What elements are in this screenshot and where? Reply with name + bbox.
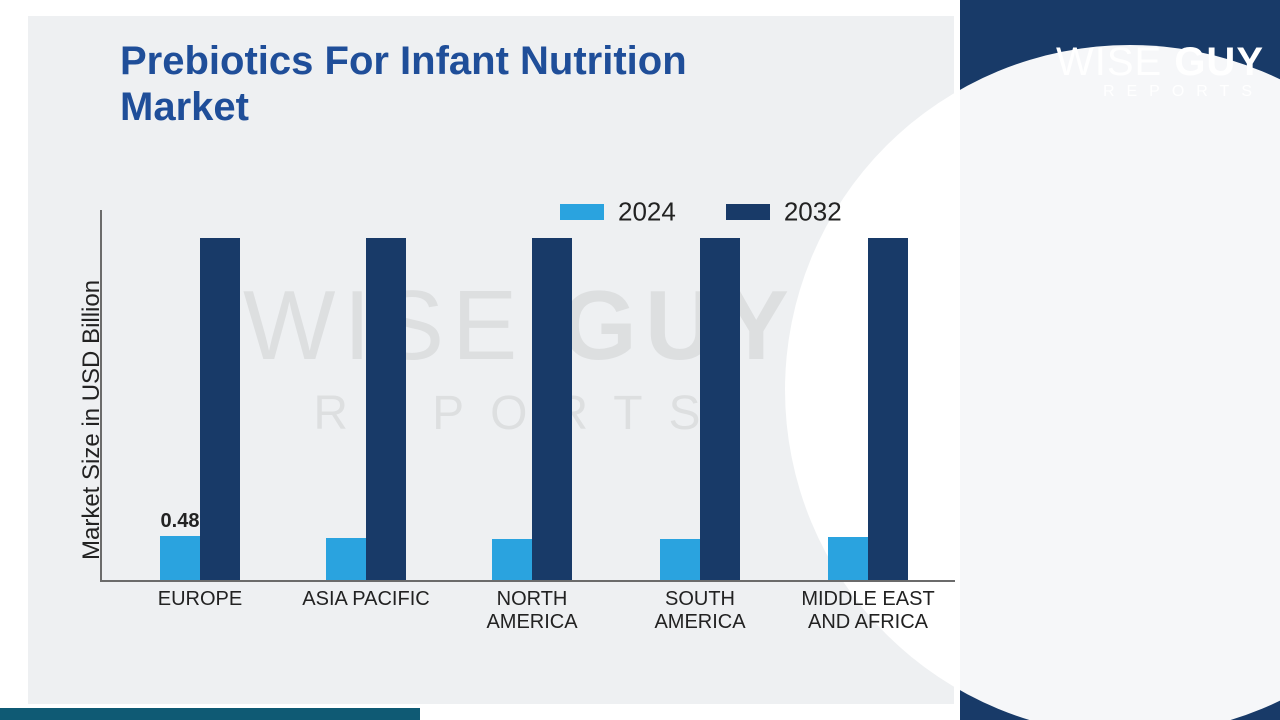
- x-axis-line: [100, 580, 955, 582]
- legend: 2024 2032: [560, 195, 842, 228]
- legend-item-2032: 2032: [726, 195, 842, 228]
- data-label-0: 0.48: [150, 510, 210, 533]
- chart-stage: WISE GUYREPORTS Prebiotics For Infant Nut…: [0, 0, 1280, 720]
- bar-2024-0: [160, 536, 200, 580]
- legend-label: 2024: [618, 197, 676, 227]
- brand-logo: WISE GUYREPORTS: [984, 40, 1264, 101]
- x-label-0: EUROPE: [130, 588, 270, 611]
- x-label-2: NORTH AMERICA: [462, 588, 602, 634]
- bar-2032-2: [532, 238, 572, 580]
- bar-2032-3: [700, 238, 740, 580]
- legend-label: 2032: [784, 197, 842, 227]
- y-axis-line: [100, 210, 102, 580]
- footer-strip: [0, 708, 420, 720]
- legend-swatch: [560, 204, 604, 220]
- bar-2024-4: [828, 537, 868, 580]
- chart-title: Prebiotics For Infant Nutrition Market: [120, 38, 770, 130]
- brand-line1: WISE GUY: [984, 40, 1264, 85]
- bar-2024-3: [660, 539, 700, 580]
- brand-line2: REPORTS: [984, 83, 1264, 101]
- legend-swatch: [726, 204, 770, 220]
- legend-item-2024: 2024: [560, 195, 676, 228]
- x-label-1: ASIA PACIFIC: [296, 588, 436, 611]
- bar-2024-2: [492, 539, 532, 580]
- x-label-4: MIDDLE EAST AND AFRICA: [798, 588, 938, 634]
- bar-2032-1: [366, 238, 406, 580]
- x-label-3: SOUTH AMERICA: [630, 588, 770, 634]
- bar-2032-4: [868, 238, 908, 580]
- bar-2024-1: [326, 538, 366, 580]
